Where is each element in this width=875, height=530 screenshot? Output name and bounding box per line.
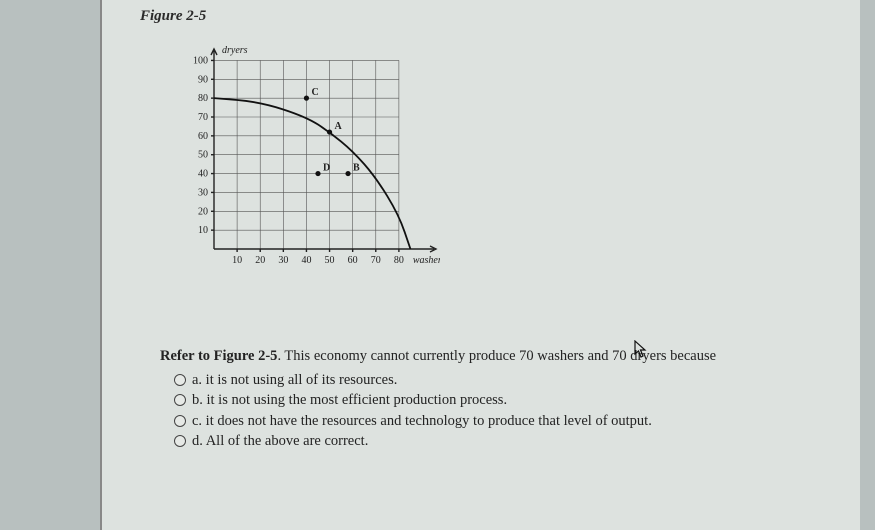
stem-bold: Refer to Figure 2-5 bbox=[160, 348, 277, 364]
svg-text:dryers: dryers bbox=[222, 45, 248, 56]
radio-a[interactable] bbox=[174, 374, 186, 386]
option-text: b. it is not using the most efficient pr… bbox=[192, 391, 507, 411]
svg-text:80: 80 bbox=[394, 255, 404, 266]
option-b[interactable]: b. it is not using the most efficient pr… bbox=[174, 391, 832, 411]
svg-text:B: B bbox=[353, 163, 360, 174]
svg-text:60: 60 bbox=[198, 131, 208, 142]
radio-d[interactable] bbox=[174, 435, 186, 447]
figure-title: Figure 2-5 bbox=[140, 8, 832, 25]
svg-text:100: 100 bbox=[193, 55, 208, 66]
svg-text:10: 10 bbox=[198, 225, 208, 236]
ppf-chart: 10 20 30 40 50 60 70 80 90 100 10 20 30 40 50 60 70 80 dry… bbox=[180, 37, 440, 277]
svg-text:C: C bbox=[311, 87, 318, 98]
svg-text:80: 80 bbox=[198, 93, 208, 104]
svg-text:40: 40 bbox=[301, 255, 311, 266]
options-list: a. it is not using all of its resources.… bbox=[174, 371, 832, 452]
svg-text:40: 40 bbox=[198, 169, 208, 180]
svg-text:20: 20 bbox=[198, 206, 208, 217]
radio-b[interactable] bbox=[174, 394, 186, 406]
svg-text:50: 50 bbox=[198, 150, 208, 161]
svg-text:10: 10 bbox=[232, 255, 242, 266]
option-text: a. it is not using all of its resources. bbox=[192, 371, 397, 391]
radio-c[interactable] bbox=[174, 415, 186, 427]
page: Figure 2-5 10 20 30 40 50 60 70 80 90 100 10 20 30 40… bbox=[100, 0, 860, 530]
question-block: Refer to Figure 2-5. This economy cannot… bbox=[160, 347, 832, 452]
stem-rest: . This economy cannot currently produce … bbox=[277, 348, 716, 364]
question-stem: Refer to Figure 2-5. This economy cannot… bbox=[160, 347, 832, 367]
svg-text:30: 30 bbox=[278, 255, 288, 266]
option-c[interactable]: c. it does not have the resources and te… bbox=[174, 412, 832, 432]
svg-text:70: 70 bbox=[198, 112, 208, 123]
option-text: d. All of the above are correct. bbox=[192, 432, 368, 452]
svg-text:50: 50 bbox=[325, 255, 335, 266]
svg-text:90: 90 bbox=[198, 74, 208, 85]
svg-text:D: D bbox=[323, 163, 330, 174]
svg-text:washers: washers bbox=[413, 255, 440, 266]
cursor-icon bbox=[634, 340, 650, 363]
svg-text:30: 30 bbox=[198, 187, 208, 198]
option-d[interactable]: d. All of the above are correct. bbox=[174, 432, 832, 452]
svg-text:20: 20 bbox=[255, 255, 265, 266]
option-text: c. it does not have the resources and te… bbox=[192, 412, 652, 432]
svg-text:70: 70 bbox=[371, 255, 381, 266]
svg-text:60: 60 bbox=[348, 255, 358, 266]
option-a[interactable]: a. it is not using all of its resources. bbox=[174, 371, 832, 391]
chart-container: 10 20 30 40 50 60 70 80 90 100 10 20 30 40 50 60 70 80 dry… bbox=[180, 37, 832, 277]
svg-text:A: A bbox=[335, 121, 343, 132]
